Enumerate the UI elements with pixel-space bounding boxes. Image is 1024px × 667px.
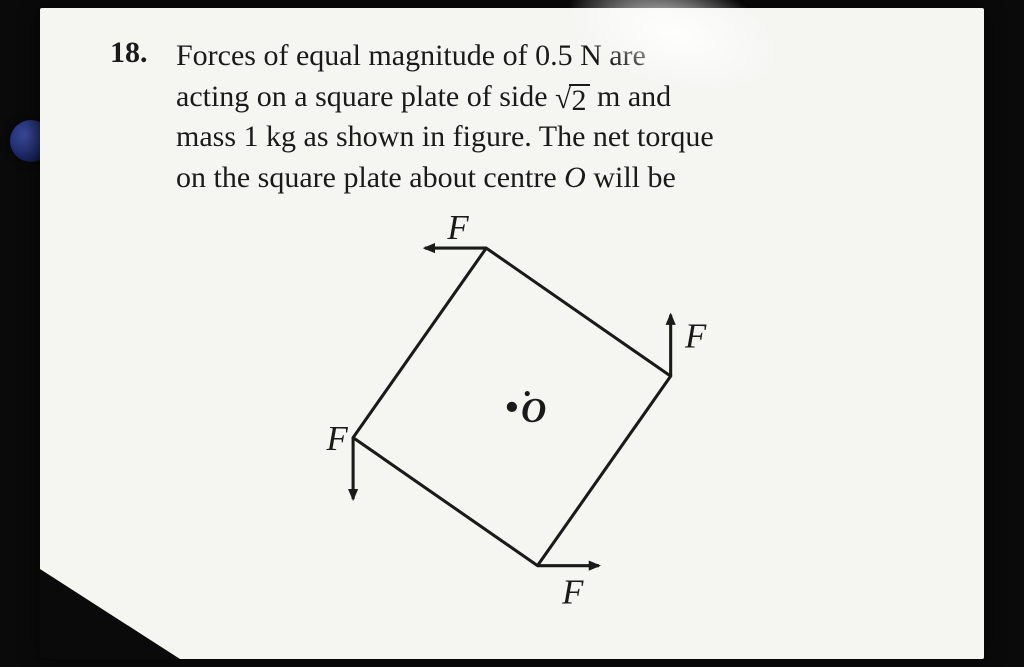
force-label-bottom: F bbox=[561, 573, 584, 612]
text-line4a: on the square plate about centre bbox=[176, 161, 564, 194]
square-plate-diagram: F F F F O bbox=[257, 202, 777, 622]
force-label-right: F bbox=[684, 316, 707, 355]
diagram-container: F F F F O bbox=[110, 202, 924, 622]
question-text: Forces of equal magnitude of 0.5 N are a… bbox=[176, 36, 714, 198]
text-line1a: Forces of equal magnitude of bbox=[176, 39, 535, 72]
force-label-left: F bbox=[325, 419, 348, 458]
text-line3: mass 1 kg as shown in figure. The net to… bbox=[176, 120, 714, 153]
center-dot bbox=[507, 402, 517, 412]
text-line2b: m and bbox=[590, 80, 672, 113]
text-force: 0.5 N bbox=[535, 39, 602, 72]
center-label: O bbox=[521, 391, 546, 430]
problem-block: 18. Forces of equal magnitude of 0.5 N a… bbox=[110, 36, 924, 198]
force-label-top: F bbox=[446, 208, 469, 247]
text-line2a: acting on a square plate of side bbox=[176, 80, 555, 113]
page: 18. Forces of equal magnitude of 0.5 N a… bbox=[40, 8, 984, 659]
diagram-svg: F F F F O bbox=[257, 202, 777, 622]
sqrt-expr: √2 bbox=[555, 84, 589, 116]
radicand: 2 bbox=[569, 84, 590, 116]
text-centre-O: O bbox=[564, 161, 586, 194]
corner-shadow bbox=[40, 569, 180, 659]
text-line1b: are bbox=[602, 39, 646, 72]
question-number: 18. bbox=[110, 36, 158, 70]
text-line4b: will be bbox=[586, 161, 676, 194]
